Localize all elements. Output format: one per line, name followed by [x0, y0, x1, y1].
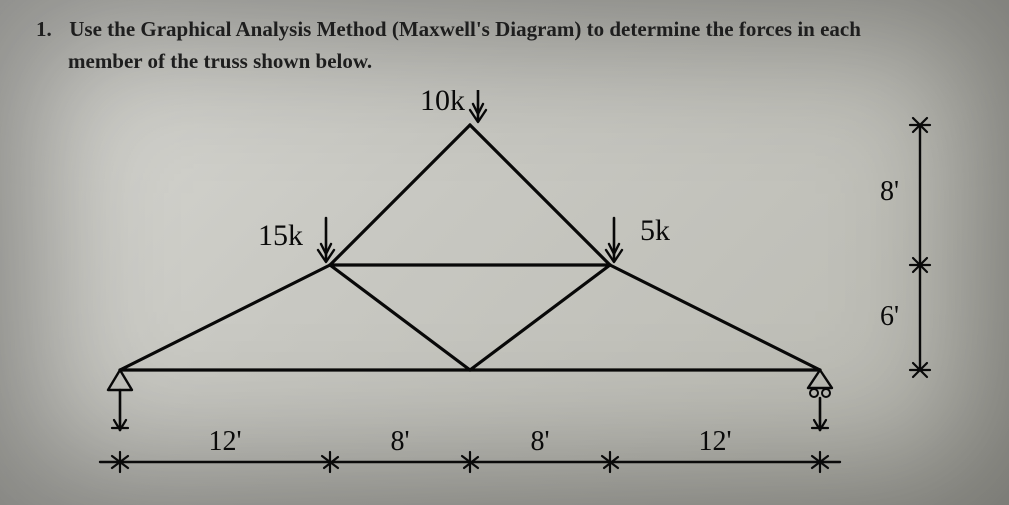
load-arrows	[318, 90, 622, 262]
truss-members	[120, 125, 820, 370]
question-text: 1. Use the Graphical Analysis Method (Ma…	[36, 14, 973, 77]
page-background: 1. Use the Graphical Analysis Method (Ma…	[0, 0, 1009, 505]
load-top-arrow	[470, 90, 486, 122]
hdim-1: 12'	[208, 426, 241, 457]
hdim-3: 8'	[530, 426, 549, 457]
hdim-2: 8'	[390, 426, 409, 457]
hdim-4: 12'	[698, 426, 731, 457]
support-right-roller	[808, 370, 832, 430]
load-left-arrow	[318, 218, 334, 262]
load-label-right: 5k	[640, 214, 670, 247]
load-label-top: 10k	[420, 90, 465, 117]
vdim-1: 8'	[880, 176, 899, 207]
truss-svg: 10k 15k 5k 12' 8' 8' 12'	[40, 90, 980, 490]
question-line2: member of the truss shown below.	[68, 49, 372, 73]
vdim-2: 6'	[880, 301, 899, 332]
support-left-pin	[108, 370, 132, 430]
load-right-arrow	[606, 218, 622, 262]
truss-diagram: 10k 15k 5k 12' 8' 8' 12'	[40, 90, 980, 490]
load-label-left: 15k	[258, 219, 303, 252]
question-number: 1.	[36, 14, 64, 46]
horizontal-dimensions: 12' 8' 8' 12'	[100, 426, 840, 472]
question-line1: Use the Graphical Analysis Method (Maxwe…	[69, 17, 861, 41]
vertical-dimensions: 8' 6'	[880, 118, 930, 377]
